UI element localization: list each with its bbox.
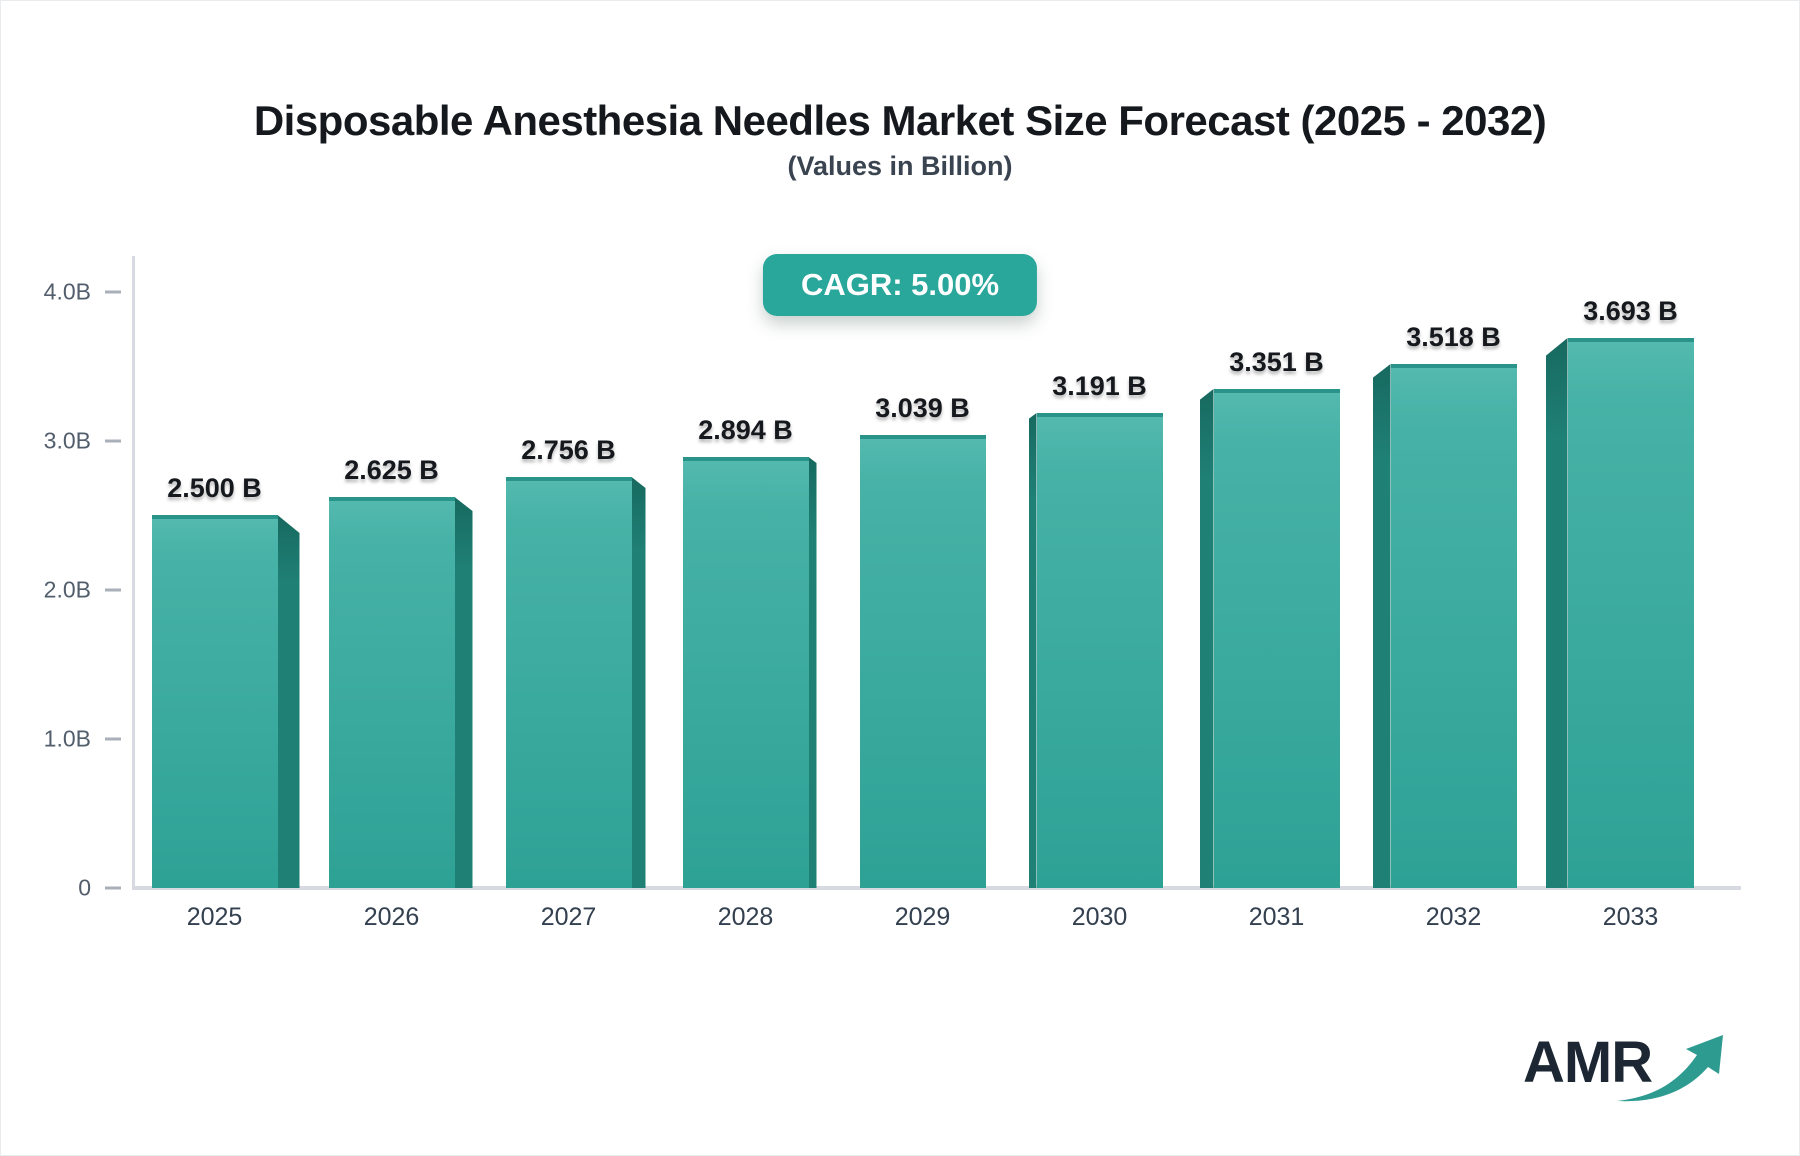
y-tick-label: 2.0B xyxy=(43,576,91,603)
bar-side-face xyxy=(454,497,473,888)
bar xyxy=(682,457,809,888)
bar xyxy=(859,435,986,888)
x-tick-label: 2025 xyxy=(186,903,243,931)
y-tick-dash xyxy=(105,588,121,592)
bar-side-face xyxy=(631,477,646,888)
y-tick-label: 1.0B xyxy=(43,725,91,752)
bar-value-label: 3.039 B xyxy=(875,393,970,423)
bar-value-label: 2.756 B xyxy=(521,435,616,465)
x-tick-label: 2026 xyxy=(363,903,420,931)
bar-value-label: 2.894 B xyxy=(698,415,793,445)
bar xyxy=(151,515,278,888)
x-tick-label: 2028 xyxy=(717,903,774,931)
bar-side-face xyxy=(1545,338,1568,888)
y-tick-label: 0 xyxy=(78,874,91,901)
x-tick-label: 2031 xyxy=(1248,903,1305,931)
x-tick-label: 2030 xyxy=(1071,903,1128,931)
x-tick-label: 2033 xyxy=(1602,903,1659,931)
amr-logo: AMR xyxy=(1523,1029,1743,1119)
bar-value-label: 3.191 B xyxy=(1052,371,1147,401)
bar-side-face xyxy=(1372,364,1391,888)
bar-side-face xyxy=(277,515,300,888)
bar-value-label: 2.625 B xyxy=(344,455,439,485)
x-tick-label: 2032 xyxy=(1425,903,1482,931)
bar xyxy=(1567,338,1694,888)
amr-logo-text: AMR xyxy=(1523,1030,1653,1095)
chart-subtitle: (Values in Billion) xyxy=(787,151,1013,181)
chart-title: Disposable Anesthesia Needles Market Siz… xyxy=(253,97,1547,144)
y-tick-dash xyxy=(105,290,121,294)
x-tick-label: 2027 xyxy=(540,903,597,931)
y-tick-dash xyxy=(105,886,121,890)
bar-value-label: 2.500 B xyxy=(167,473,262,503)
bar-value-label: 3.351 B xyxy=(1229,347,1324,377)
growth-arrow-icon xyxy=(1617,1035,1723,1102)
y-tick-dash xyxy=(105,737,121,741)
bar xyxy=(328,497,455,888)
bar xyxy=(1036,413,1163,888)
bar-value-label: 3.693 B xyxy=(1583,296,1678,326)
x-axis-line xyxy=(132,886,1741,890)
bar-side-face xyxy=(1028,413,1037,888)
y-tick-label: 3.0B xyxy=(43,427,91,454)
bar xyxy=(1390,364,1517,888)
bar-value-label: 3.518 B xyxy=(1406,322,1501,352)
bar-side-face xyxy=(808,457,817,888)
bar xyxy=(505,477,632,888)
cagr-badge: CAGR: 5.00% xyxy=(762,254,1038,316)
y-tick-label: 4.0B xyxy=(43,278,91,305)
bar-side-face xyxy=(1199,389,1214,888)
x-tick-label: 2029 xyxy=(894,903,951,931)
y-axis-line xyxy=(132,256,135,890)
bar xyxy=(1213,389,1340,888)
y-tick-dash xyxy=(105,439,121,443)
